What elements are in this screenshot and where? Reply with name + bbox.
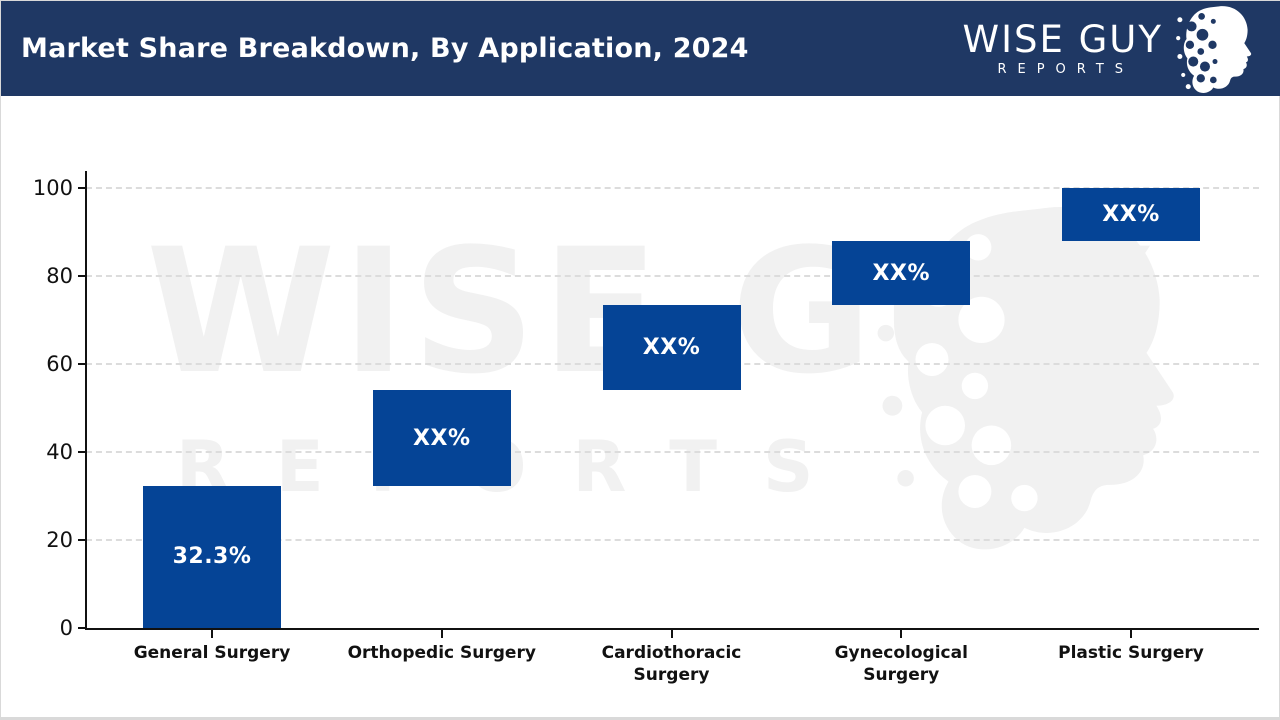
gridline	[86, 539, 1259, 541]
y-tick-label: 80	[46, 264, 73, 288]
bar-value-label: XX%	[642, 335, 701, 361]
x-tick-mark	[1130, 630, 1132, 638]
bar-value-label: XX%	[1102, 201, 1160, 227]
x-tick-mark	[440, 630, 443, 638]
y-tick-mark	[78, 275, 86, 277]
gridline	[86, 187, 1259, 189]
logo-subtitle: REPORTS	[997, 61, 1135, 77]
bar: 32.3%	[143, 485, 281, 628]
y-tick-label: 20	[46, 528, 73, 552]
chart-title: Market Share Breakdown, By Application, …	[21, 33, 749, 64]
gridline	[86, 275, 1259, 277]
plot-area: WISE GUY REPORTS 0 20 40 60 80 100 32.3% Genera…	[1, 96, 1280, 720]
y-tick-mark	[78, 627, 86, 629]
logo-text: WISE GUY REPORTS	[963, 21, 1163, 77]
y-tick-mark	[78, 451, 86, 453]
bar-value-label: XX%	[413, 425, 471, 451]
bar: XX%	[832, 240, 971, 306]
x-tick-mark	[670, 630, 673, 638]
y-tick-label: 60	[46, 352, 73, 376]
bar: XX%	[1062, 188, 1200, 241]
y-tick-mark	[78, 539, 86, 541]
y-tick-label: 100	[32, 176, 73, 200]
bar-value-label: XX%	[872, 260, 930, 286]
x-category-label: Orthopedic Surgery	[347, 643, 536, 663]
x-category-label: Plastic Surgery	[1058, 643, 1204, 663]
gridline	[86, 451, 1259, 453]
x-category-label: General Surgery	[133, 643, 291, 663]
bar: XX%	[602, 305, 741, 391]
y-tick-mark	[78, 363, 86, 365]
x-axis-line	[85, 628, 1259, 630]
logo-wordmark: WISE GUY	[962, 17, 1163, 61]
x-tick-mark	[211, 630, 213, 638]
x-tick-mark	[900, 630, 903, 638]
x-category-label: Gynecological Surgery	[834, 643, 968, 686]
y-axis-line	[85, 171, 87, 630]
y-tick-mark	[78, 187, 86, 189]
dotted-head-icon	[1176, 5, 1252, 93]
bottom-divider	[1, 717, 1280, 719]
bar-value-label: 32.3%	[172, 544, 252, 570]
wise-guy-logo: WISE GUY REPORTS	[963, 1, 1263, 96]
x-category-label: Cardiothoracic Surgery	[601, 643, 742, 686]
y-tick-label: 0	[59, 616, 73, 640]
header-bar: Market Share Breakdown, By Application, …	[1, 1, 1280, 96]
bar: XX%	[372, 390, 511, 486]
y-tick-label: 40	[46, 440, 73, 464]
